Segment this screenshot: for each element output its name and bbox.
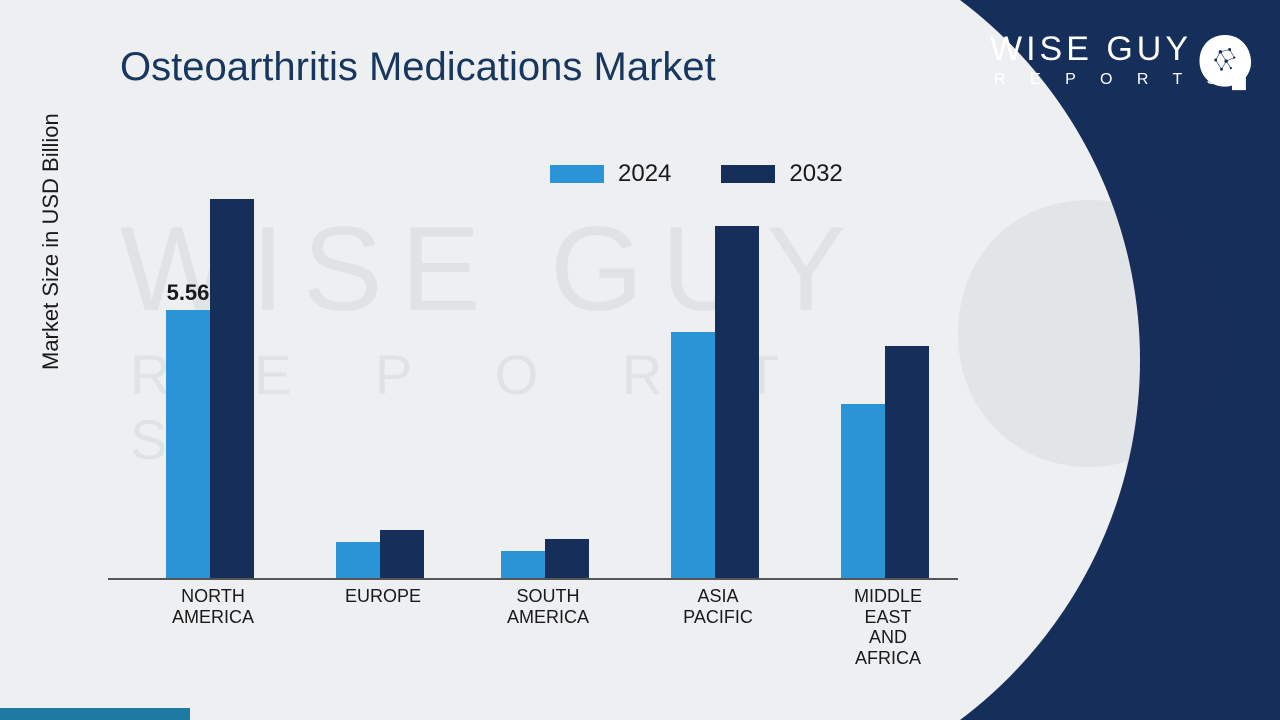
bar-b — [380, 530, 424, 578]
category-label: MIDDLEEASTANDAFRICA — [813, 586, 963, 669]
watermark-head-icon — [940, 180, 1240, 520]
bar-b — [715, 226, 759, 578]
category-label: NORTHAMERICA — [138, 586, 288, 627]
bar-a — [841, 404, 885, 578]
category-label: SOUTHAMERICA — [473, 586, 623, 627]
logo-head-icon — [1196, 32, 1254, 96]
chart-area: Market Size in USD Billion 5.56NORTHAMER… — [90, 170, 960, 580]
brand-logo: WISE GUY R E P O R T S — [990, 30, 1250, 89]
bar-a — [336, 542, 380, 578]
bar-b — [545, 539, 589, 578]
bar-a — [501, 551, 545, 578]
bar-group: 5.56NORTHAMERICA — [138, 170, 288, 580]
stage: WISE GUY R E P O R T S Osteoarthritis Me… — [0, 0, 1280, 720]
plot-area: 5.56NORTHAMERICAEUROPESOUTHAMERICAASIAPA… — [108, 170, 958, 580]
bar-group: MIDDLEEASTANDAFRICA — [813, 170, 963, 580]
category-label: ASIAPACIFIC — [643, 586, 793, 627]
y-axis-label: Market Size in USD Billion — [38, 113, 64, 370]
chart-title: Osteoarthritis Medications Market — [120, 45, 716, 90]
bar-a — [671, 332, 715, 578]
bottom-accent-bar — [0, 708, 190, 720]
bar-group: ASIAPACIFIC — [643, 170, 793, 580]
bar-group: EUROPE — [308, 170, 458, 580]
bar-b — [210, 199, 254, 578]
category-label: EUROPE — [308, 586, 458, 607]
bar-group: SOUTHAMERICA — [473, 170, 623, 580]
bar-a — [166, 310, 210, 578]
bar-b — [885, 346, 929, 578]
